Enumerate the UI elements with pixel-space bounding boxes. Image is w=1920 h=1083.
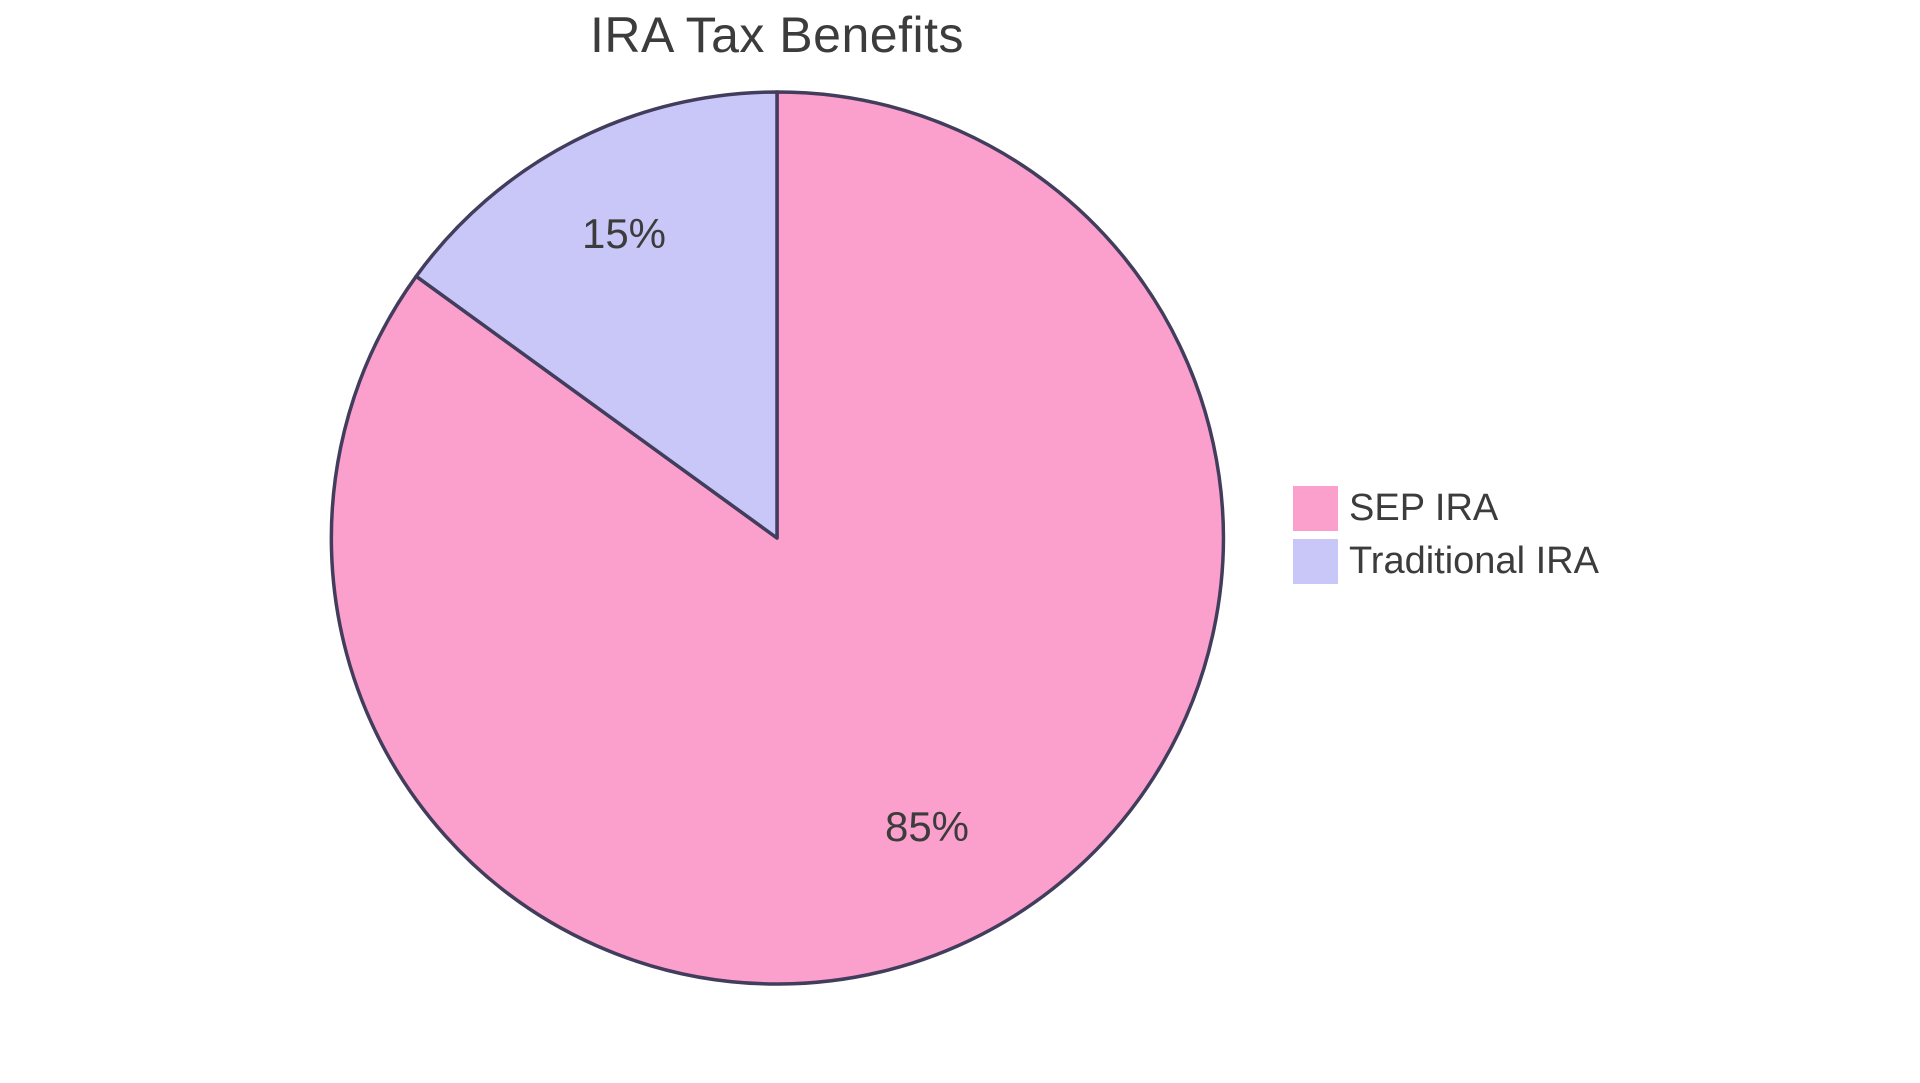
legend-label-sep-ira: SEP IRA bbox=[1349, 487, 1499, 529]
slice-percent-label-traditional-ira: 15% bbox=[582, 210, 666, 257]
legend-item-sep-ira[interactable]: SEP IRA bbox=[1293, 486, 1599, 531]
legend: SEP IRA Traditional IRA bbox=[1293, 486, 1599, 584]
legend-item-traditional-ira[interactable]: Traditional IRA bbox=[1293, 539, 1599, 584]
legend-swatch-sep-ira bbox=[1293, 486, 1338, 531]
legend-swatch-traditional-ira bbox=[1293, 539, 1338, 584]
pie-slice-traditional-ira[interactable] bbox=[414, 90, 779, 540]
legend-label-traditional-ira: Traditional IRA bbox=[1349, 540, 1599, 582]
chart-title: IRA Tax Benefits bbox=[590, 7, 964, 63]
slice-percent-label-sep-ira: 85% bbox=[885, 803, 969, 850]
